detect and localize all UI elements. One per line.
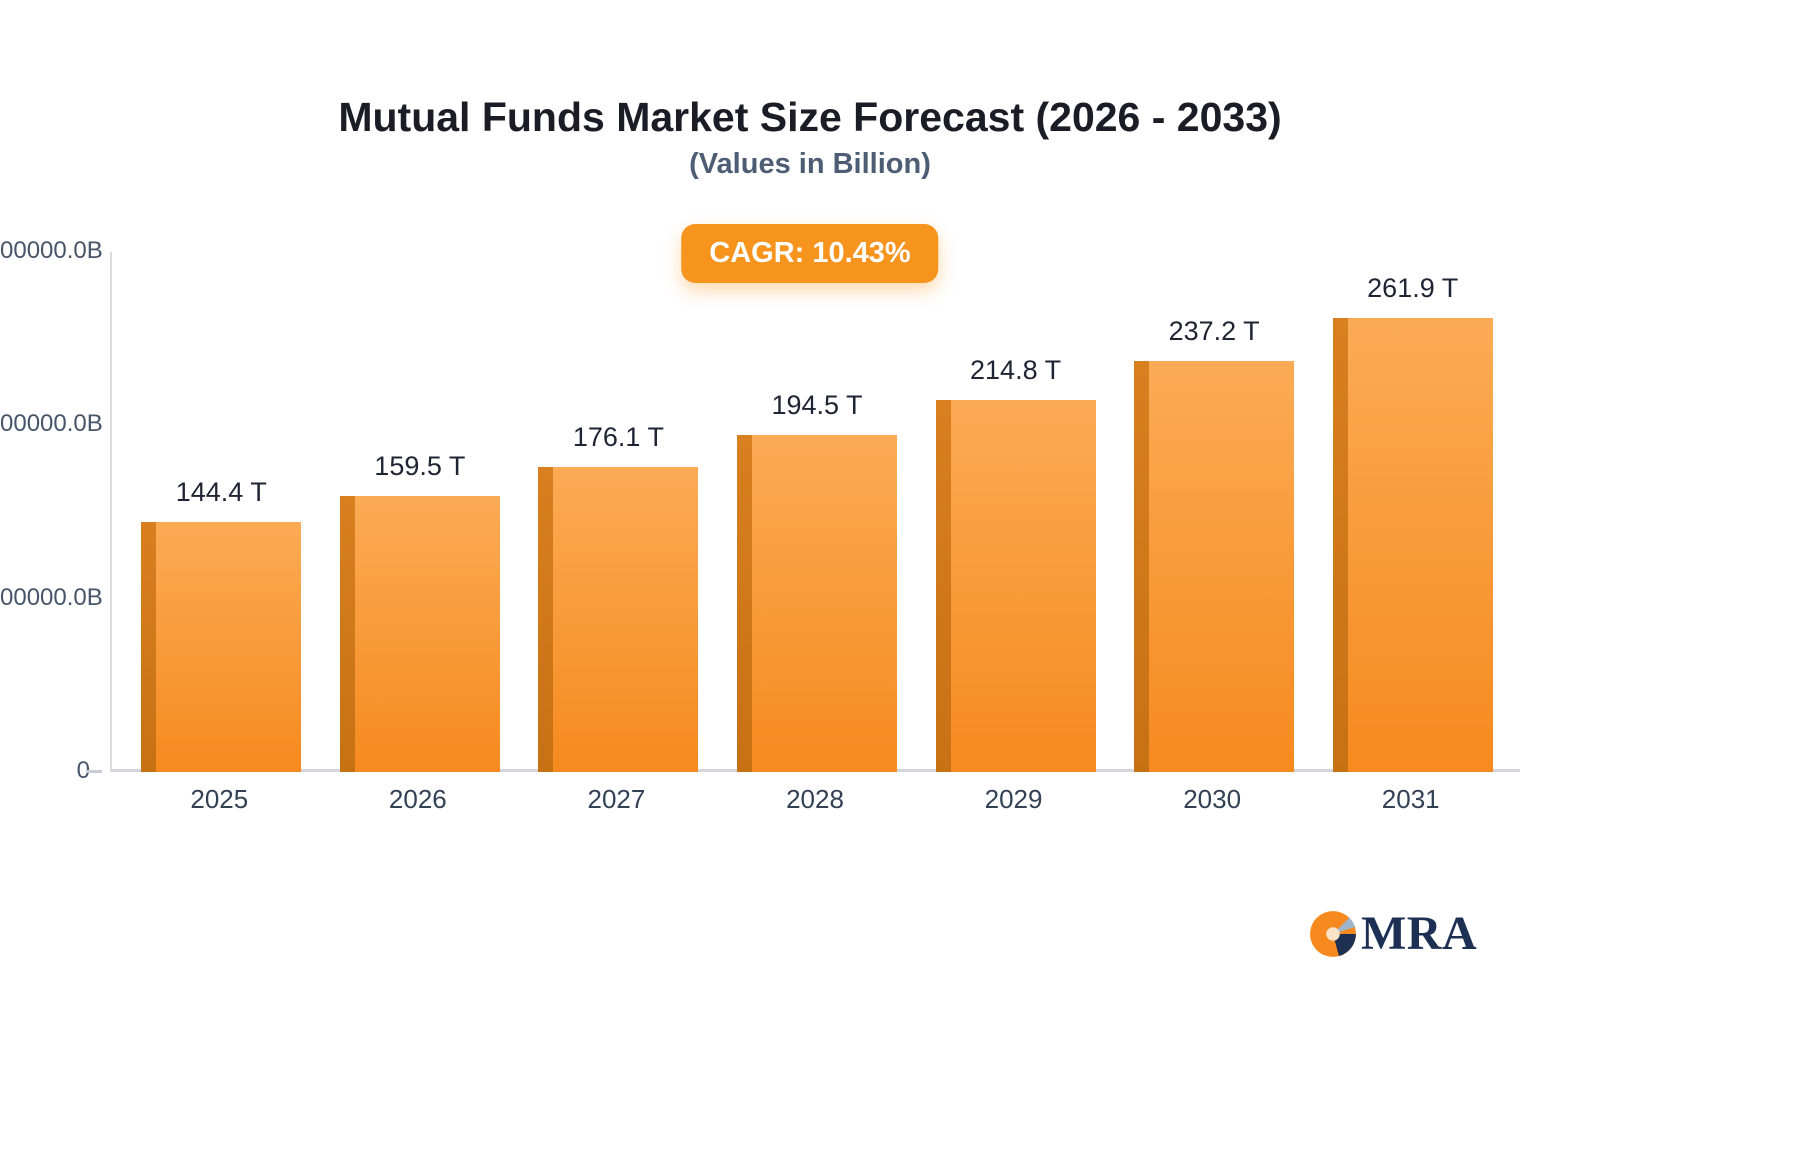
bar-group: 176.1 T [519,252,718,773]
y-axis-tick-labels: 00000.0B 00000.0B 00000.0B 0 [0,237,104,784]
x-axis-label: 2026 [388,784,447,814]
x-axis-label: 2031 [1381,784,1440,814]
chart-title: Mutual Funds Market Size Forecast (2026 … [338,94,1282,140]
x-axis-label: 2030 [1183,784,1242,814]
bar-value-label: 261.9 T [1367,273,1459,304]
bar [1134,360,1295,773]
bar-value-label: 214.8 T [970,354,1062,385]
y-tick-label: 0 [76,757,90,784]
bar-group: 214.8 T [916,252,1115,773]
x-axis-labels: 2025 2026 2027 2028 2029 2030 2031 [120,784,1510,824]
bar [339,495,500,773]
chart-subtitle: (Values in Billion) [689,148,931,180]
x-axis-label: 2028 [786,784,844,814]
y-tick-label: 00000.0B [0,583,103,611]
brand-logo: MRA [1308,906,1477,961]
zero-tick-mark [86,770,102,773]
y-tick-label: 00000.0B [0,410,103,438]
x-axis-label: 2029 [984,784,1043,814]
plot-area: 144.4 T 159.5 T 176.1 T 194.5 T 214.8 T 237.2… [110,252,1520,773]
bar-group: 261.9 T [1313,252,1512,772]
logo-pie-icon [1310,910,1356,957]
bar-group: 194.5 T [718,252,917,773]
bar-value-label: 159.5 T [374,450,466,481]
bar-value-label: 144.4 T [175,476,267,507]
bar-value-label: 237.2 T [1168,315,1260,346]
bar-group: 159.5 T [321,252,520,773]
y-tick-label: 00000.0B [0,237,103,264]
bars-container: 144.4 T 159.5 T 176.1 T 194.5 T 214.8 T 237.2… [122,252,1512,773]
cagr-badge: CAGR: 10.43% [681,224,939,283]
bar-group: 144.4 T [122,252,321,773]
bar-value-label: 194.5 T [771,389,863,420]
bar-group: 237.2 T [1115,252,1314,773]
bar [1332,318,1493,772]
bar [935,399,1096,773]
bar [538,466,699,773]
bar [141,521,302,773]
logo-text: MRA [1361,907,1478,960]
x-axis-label: 2027 [587,784,646,814]
bar-value-label: 176.1 T [572,421,664,452]
bar [736,434,897,773]
x-axis-label: 2025 [190,784,249,814]
